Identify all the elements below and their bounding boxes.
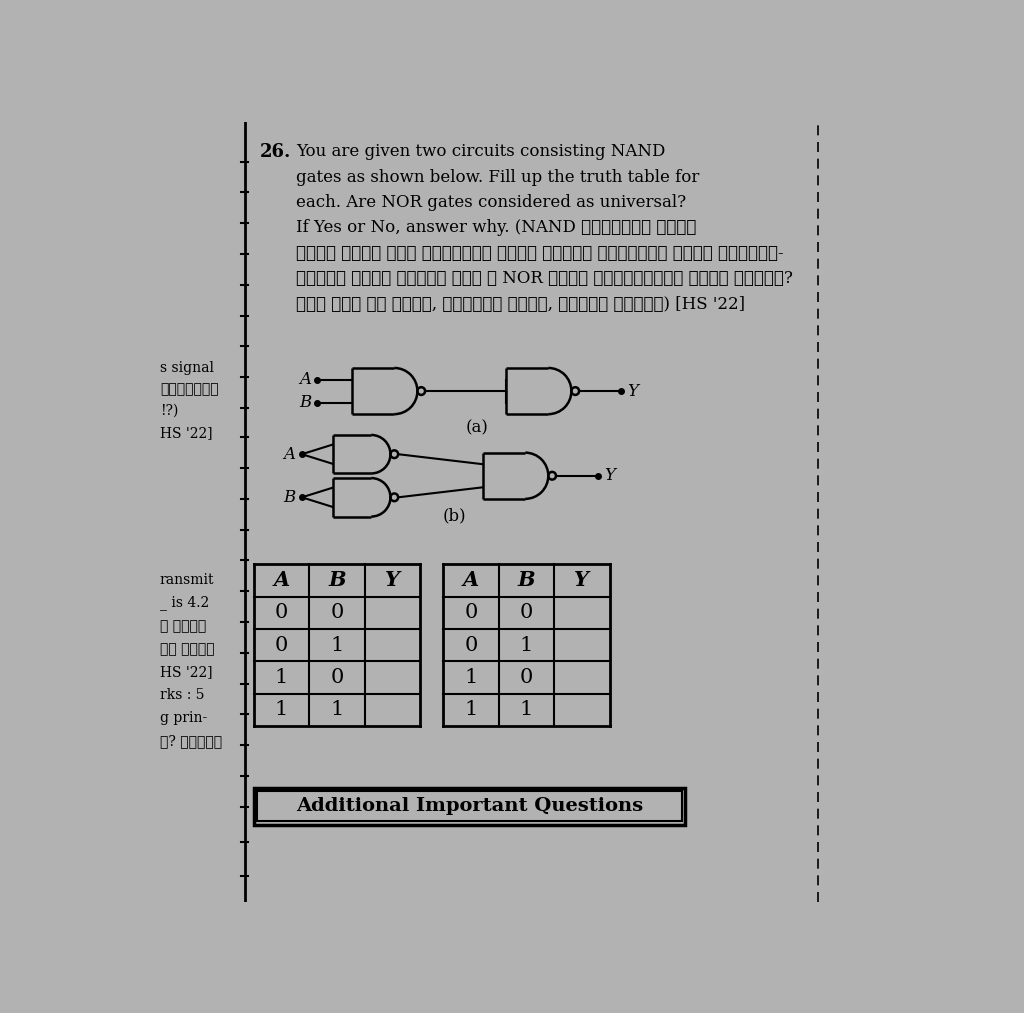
- Text: A: A: [273, 570, 290, 591]
- Text: 0: 0: [330, 668, 344, 687]
- Text: A: A: [299, 371, 311, 388]
- Text: You are given two circuits consisting NAND: You are given two circuits consisting NA…: [296, 143, 666, 160]
- Text: Y: Y: [385, 570, 399, 591]
- Text: যদি হয় বা নহয়, তেন্তে কিয়, দভত্ব লিখা৷) [HS '22]: যদি হয় বা নহয়, তেন্তে কিয়, দভত্ব লিখা…: [296, 296, 745, 313]
- Text: ransmit: ransmit: [160, 572, 214, 587]
- Text: !?): !?): [160, 404, 178, 418]
- Text: 0: 0: [464, 604, 477, 622]
- Text: (a): (a): [466, 419, 488, 437]
- Text: (b): (b): [442, 508, 466, 525]
- Text: B: B: [328, 570, 346, 591]
- Text: 1: 1: [274, 700, 288, 719]
- Text: টেবিল দুখন পূরাব করা ৷ NOR লেোট সার্বজনীন লেোট হয়েন?: টেবিল দুখন পূরাব করা ৷ NOR লেোট সার্বজনী…: [296, 270, 793, 287]
- Text: B: B: [299, 394, 311, 411]
- Text: g prin-: g prin-: [160, 711, 207, 725]
- Text: gates as shown below. Fill up the truth table for: gates as shown below. Fill up the truth …: [296, 168, 699, 185]
- Text: s signal: s signal: [160, 361, 214, 375]
- Text: HS '22]: HS '22]: [160, 666, 212, 679]
- Text: If Yes or No, answer why. (NAND লেোটেবে গঠিত: If Yes or No, answer why. (NAND লেোটেবে …: [296, 220, 696, 236]
- Text: Y: Y: [627, 383, 638, 399]
- Text: _ is 4.2: _ is 4.2: [160, 596, 209, 610]
- Text: Y: Y: [604, 467, 614, 484]
- Text: 0: 0: [330, 604, 344, 622]
- Text: 1: 1: [464, 668, 477, 687]
- Text: বব বাবে: বব বাবে: [160, 642, 214, 656]
- Text: each. Are NOR gates considered as universal?: each. Are NOR gates considered as univer…: [296, 193, 686, 211]
- Text: স? ইয়াব: স? ইয়াব: [160, 734, 222, 749]
- Text: Y: Y: [574, 570, 589, 591]
- Text: Additional Important Questions: Additional Important Questions: [296, 797, 643, 815]
- Text: 0: 0: [519, 668, 534, 687]
- Bar: [254, 788, 685, 825]
- Bar: [254, 564, 420, 726]
- Text: 1: 1: [464, 700, 477, 719]
- Text: ন হোবা: ন হোবা: [160, 619, 206, 633]
- Text: 0: 0: [464, 636, 477, 654]
- Text: দুটা বতনী তলত দেখুবাব দিবে তোমাক দেখুওবা হ্বল ৷ট্রুথ-: দুটা বতনী তলত দেখুবাব দিবে তোমাক দেখুওবা…: [296, 245, 783, 261]
- Text: 0: 0: [274, 636, 288, 654]
- Text: 1: 1: [519, 636, 534, 654]
- Text: A: A: [463, 570, 479, 591]
- Text: A: A: [284, 446, 296, 463]
- Text: 0: 0: [519, 604, 534, 622]
- Text: B: B: [284, 489, 296, 505]
- Text: যোগাযোগ: যোগাযোগ: [160, 383, 218, 396]
- Text: 1: 1: [274, 668, 288, 687]
- Text: 1: 1: [330, 700, 344, 719]
- Text: 1: 1: [330, 636, 344, 654]
- Text: 1: 1: [519, 700, 534, 719]
- Text: B: B: [517, 570, 536, 591]
- Text: 0: 0: [274, 604, 288, 622]
- Text: rks : 5: rks : 5: [160, 688, 205, 702]
- Text: 26.: 26.: [260, 143, 291, 161]
- Text: HS '22]: HS '22]: [160, 425, 212, 440]
- Bar: [443, 564, 609, 726]
- Bar: [257, 791, 682, 822]
